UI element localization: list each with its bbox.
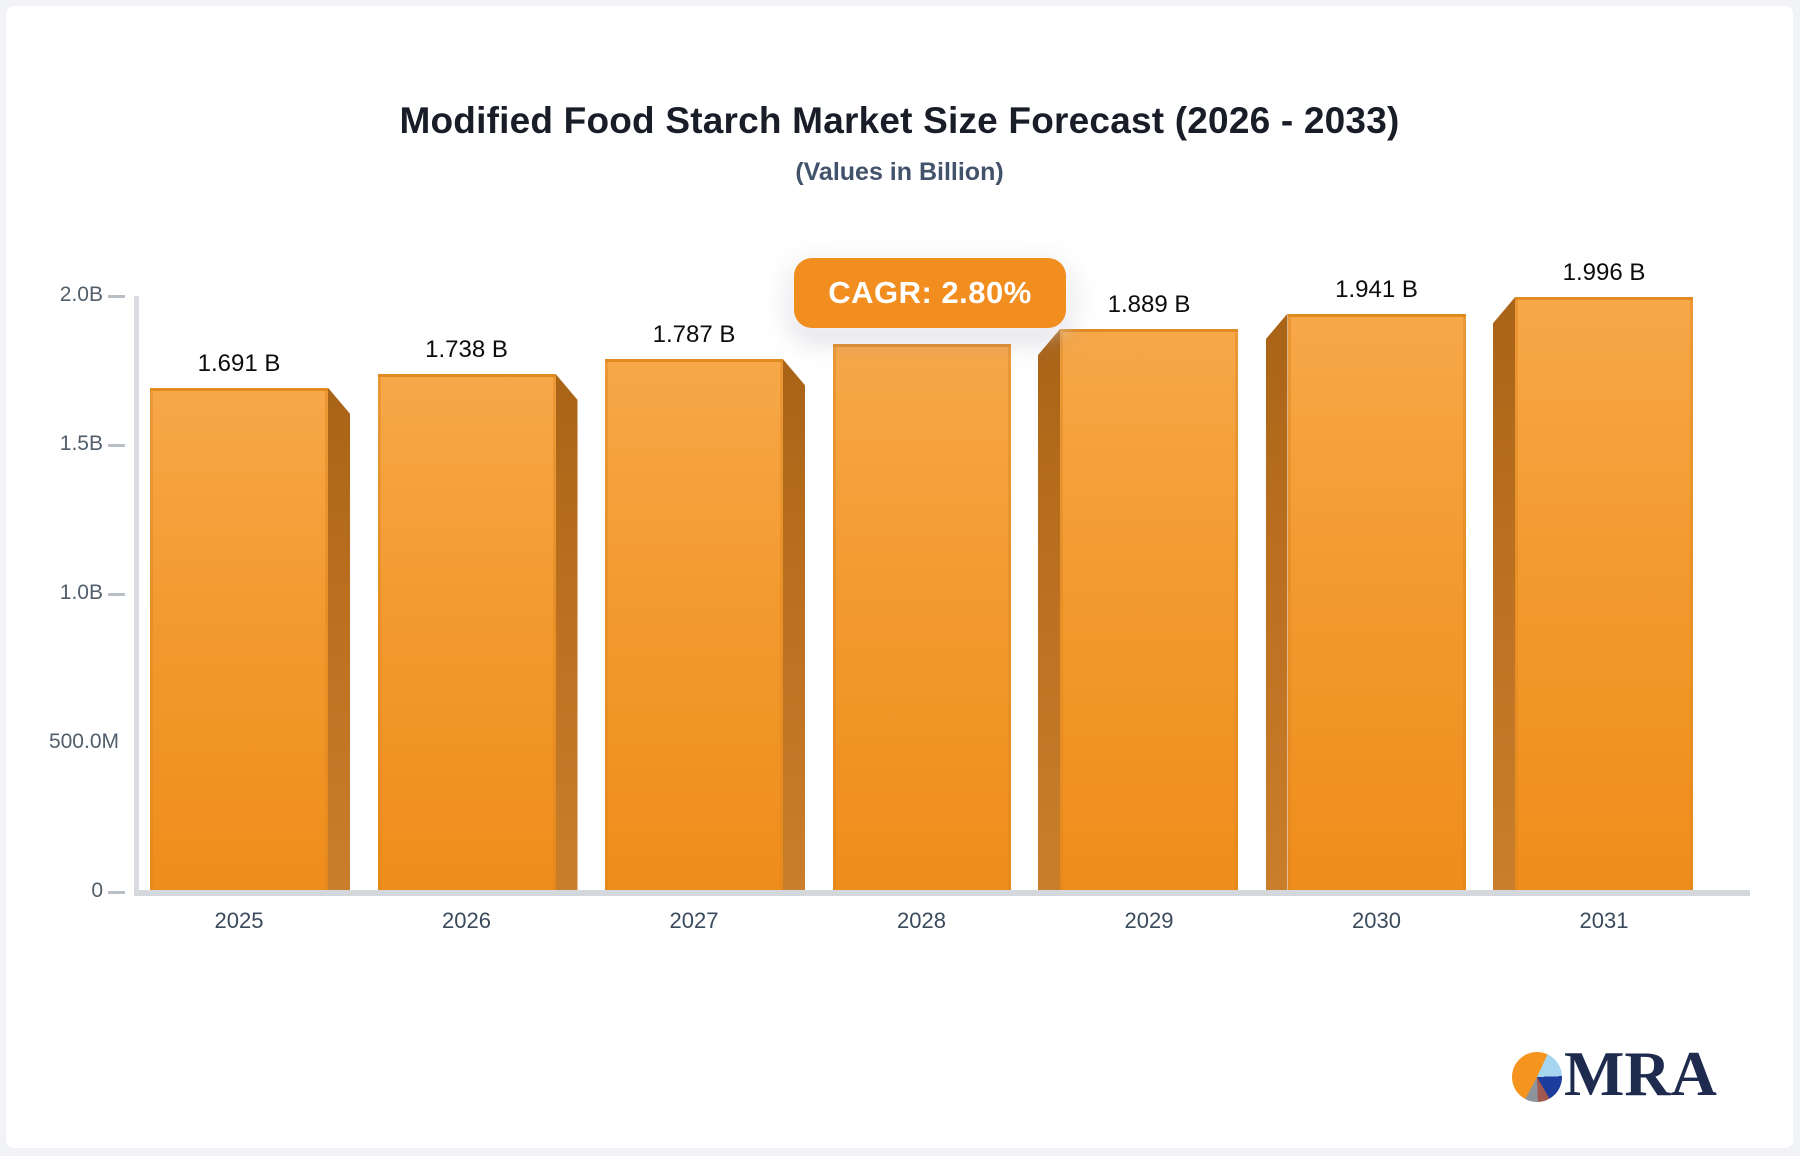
- x-axis-label-2029: 2029: [1124, 908, 1174, 933]
- bar-2031: [1515, 297, 1693, 890]
- y-axis-label: 1.5B: [59, 432, 103, 455]
- bar-side-face-2026: [555, 373, 578, 890]
- bar-value-label: 1.738 B: [425, 335, 508, 363]
- pie-chart-icon: [1512, 1052, 1562, 1102]
- y-axis-label: 0: [91, 879, 103, 902]
- logo: MRA: [1512, 1038, 1717, 1109]
- bar-2028: [832, 344, 1011, 890]
- bar-2026: [377, 373, 556, 890]
- x-axis-label-2030: 2030: [1352, 908, 1401, 933]
- cagr-badge: CAGR: 2.80%: [794, 258, 1066, 328]
- y-axis-label: 2.0B: [59, 283, 103, 306]
- bar-value-label: 1.787 B: [652, 321, 736, 349]
- bar-side-face-2025: [328, 387, 350, 890]
- bar-value-label: 1.889 B: [1107, 290, 1191, 318]
- chart-subtitle: (Values in Billion): [795, 158, 1004, 186]
- logo-text: MRA: [1564, 1038, 1717, 1109]
- y-axis-label: 1.0B: [59, 581, 103, 604]
- bar-side-face-2030: [1265, 313, 1288, 890]
- x-axis-label-2026: 2026: [442, 908, 491, 933]
- y-axis-tick: [108, 593, 125, 596]
- x-axis-label-2031: 2031: [1579, 908, 1629, 933]
- chart-card: Modified Food Starch Market Size Forecas…: [6, 6, 1793, 1148]
- bar-side-face-2029: [1038, 328, 1060, 890]
- chart-title: Modified Food Starch Market Size Forecas…: [399, 100, 1400, 141]
- y-axis-tick: [108, 295, 125, 298]
- y-axis-tick: [108, 444, 125, 447]
- bar-value-label: 1.941 B: [1335, 275, 1418, 303]
- bar-2030: [1287, 313, 1466, 890]
- y-axis-label: 500.0M: [48, 730, 119, 753]
- y-axis-line: [134, 296, 139, 895]
- bar-2027: [605, 359, 783, 890]
- bar-side-face-2027: [783, 359, 805, 890]
- x-axis-label-2025: 2025: [214, 908, 264, 933]
- bar-side-face-2031: [1493, 297, 1515, 890]
- bar-value-label: 1.691 B: [197, 349, 281, 377]
- bar-2029: [1060, 328, 1238, 890]
- x-axis-line: [134, 890, 1750, 896]
- bar-value-label: 1.996 B: [1562, 259, 1646, 287]
- y-axis-tick: [108, 891, 125, 894]
- x-axis-label-2027: 2027: [669, 908, 719, 933]
- x-axis-label-2028: 2028: [897, 908, 946, 933]
- bar-2025: [150, 387, 328, 890]
